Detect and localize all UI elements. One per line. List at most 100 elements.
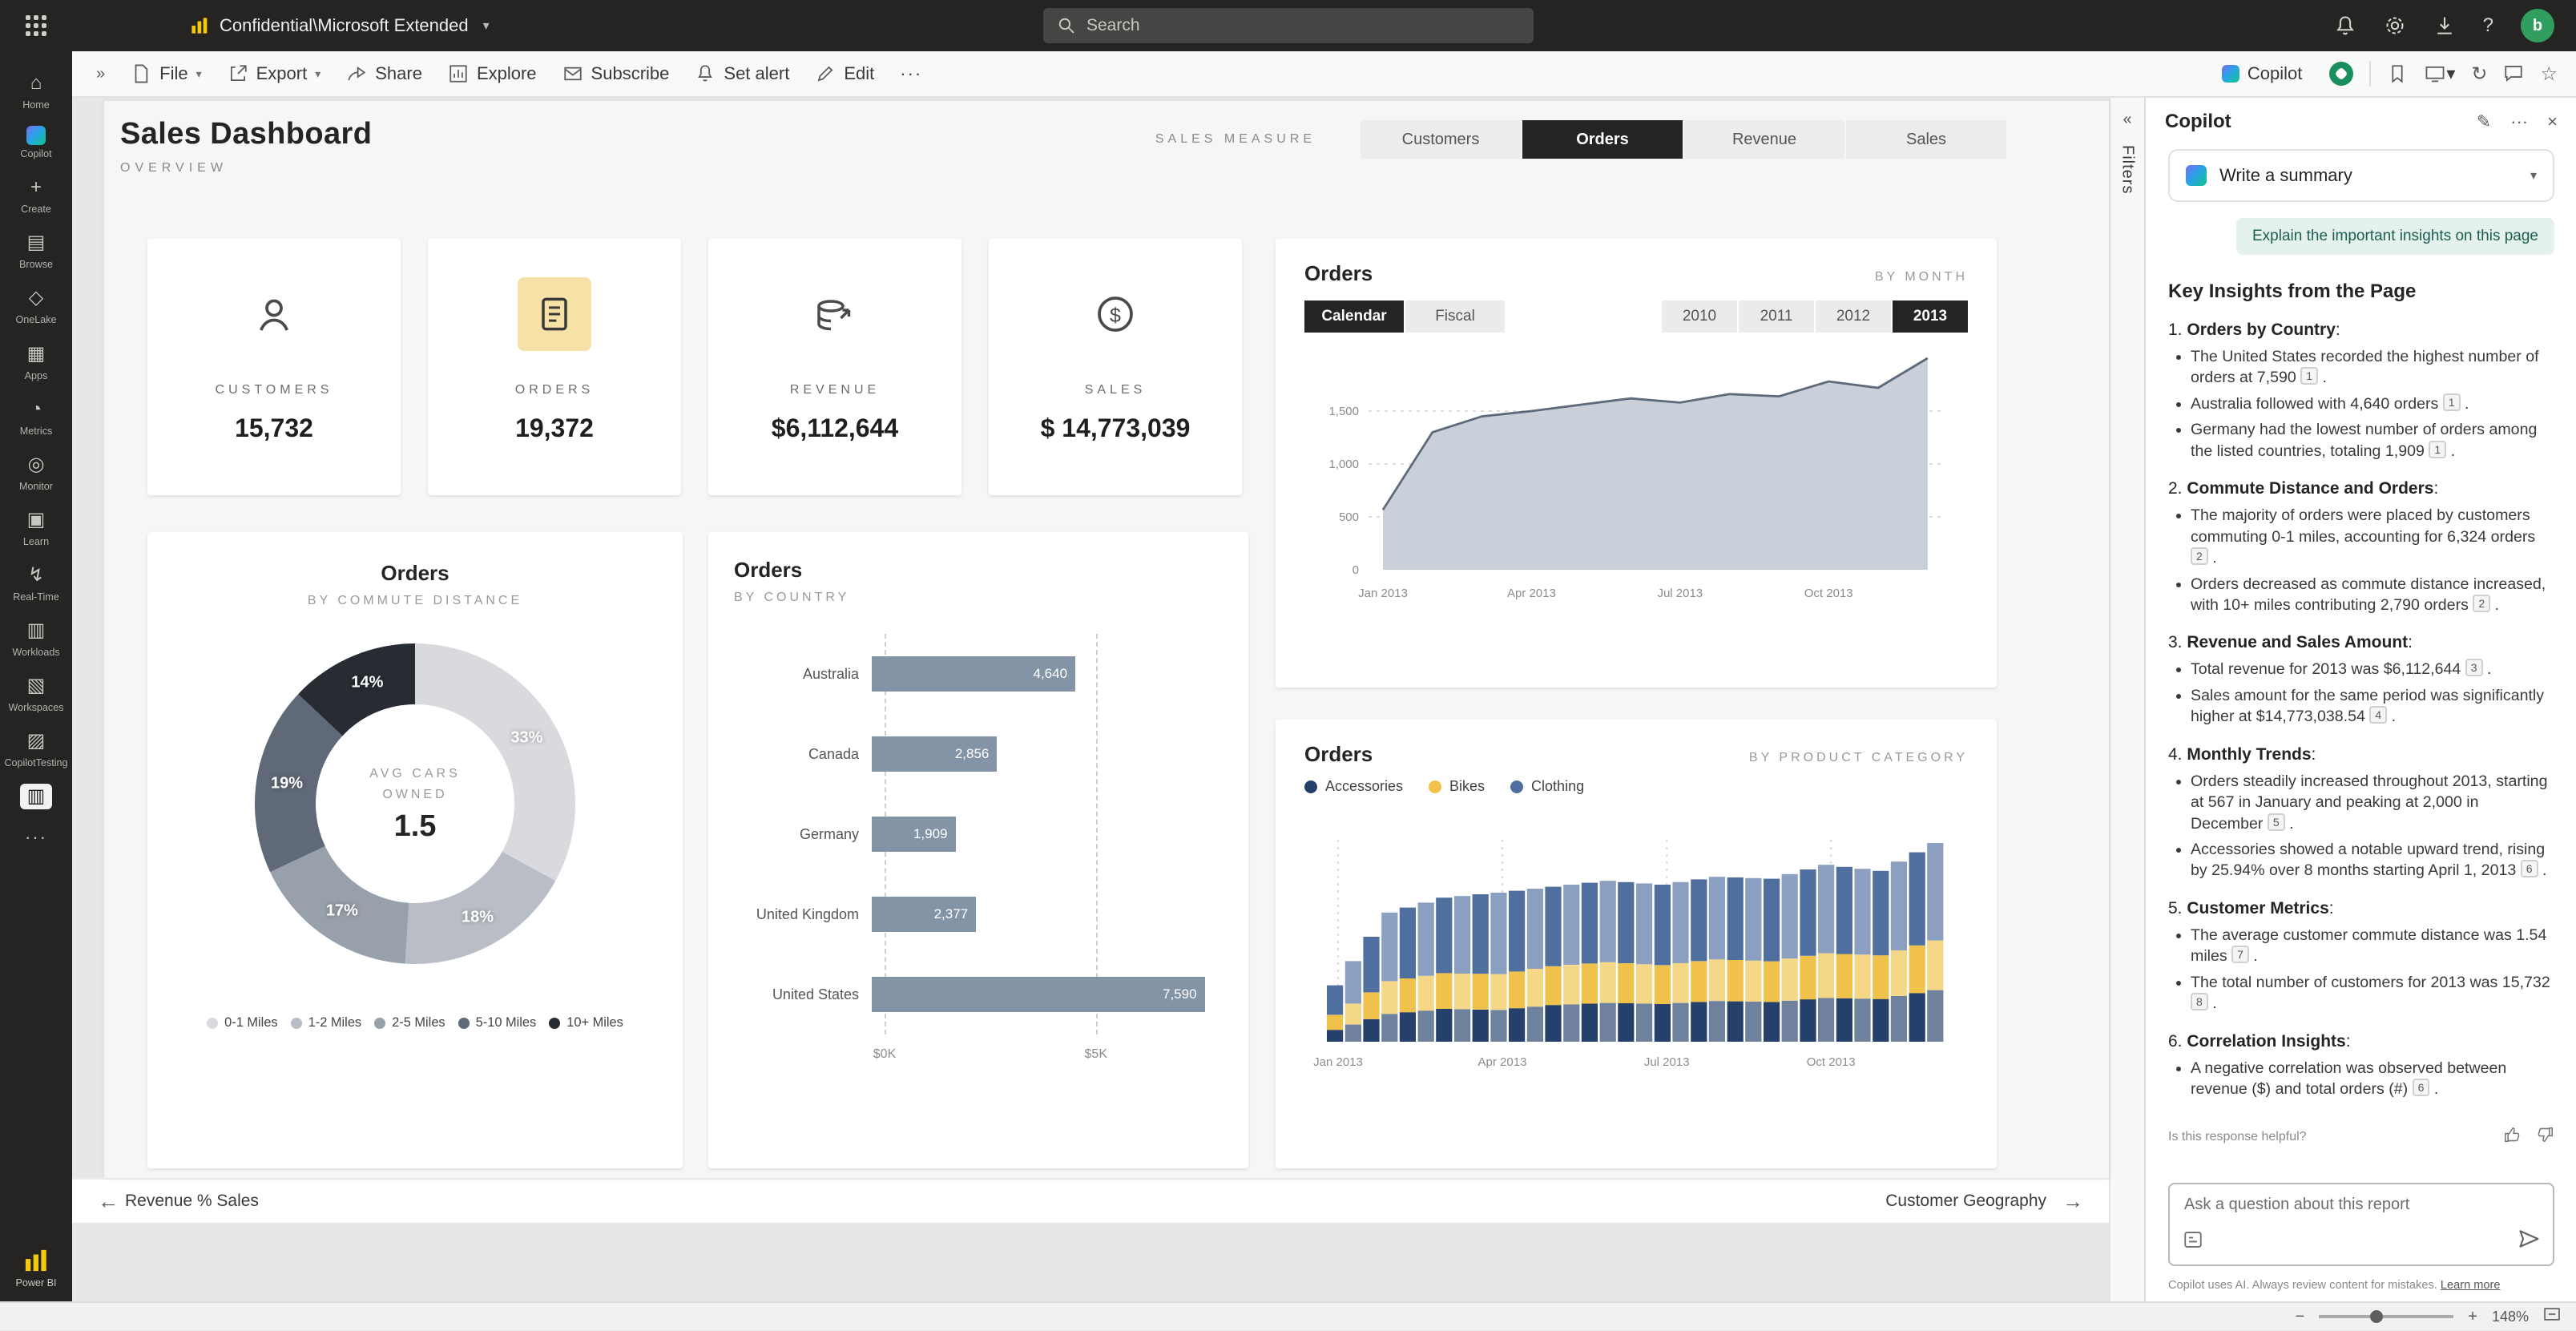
sidebar-item-real-time[interactable]: ↯ Real-Time bbox=[0, 556, 72, 611]
expand-filters-icon[interactable]: « bbox=[2122, 111, 2132, 128]
prev-page-label[interactable]: Revenue % Sales bbox=[125, 1192, 259, 1210]
thumbs-up-icon[interactable] bbox=[2503, 1126, 2521, 1148]
legend-item[interactable]: 1-2 Miles bbox=[290, 1015, 361, 1031]
citation-badge[interactable]: 5 bbox=[2267, 813, 2285, 831]
sidebar-item-workspaces[interactable]: ▧ Workspaces bbox=[0, 667, 72, 722]
measure-tab-orders[interactable]: Orders bbox=[1522, 120, 1683, 159]
comments-icon[interactable] bbox=[2503, 63, 2524, 84]
category-stacked-chart[interactable]: Jan 2013 Apr 2013 Jul 2013 Oct 2013 bbox=[1304, 798, 1968, 1074]
commute-donut-chart[interactable]: AVG CARS OWNED 1.5 33% 18% 17% 19% 14% bbox=[255, 643, 575, 964]
edit-button[interactable]: Edit bbox=[804, 58, 885, 89]
search-input[interactable]: Search bbox=[1043, 8, 1534, 43]
new-chat-icon[interactable]: ✎ bbox=[2476, 111, 2492, 131]
legend-item[interactable]: 5-10 Miles bbox=[458, 1015, 536, 1031]
citation-badge[interactable]: 3 bbox=[2465, 659, 2483, 677]
zoom-in-button[interactable]: + bbox=[2468, 1307, 2477, 1325]
sidebar-item-apps[interactable]: ▦ Apps bbox=[0, 335, 72, 390]
bookmark-icon[interactable] bbox=[2387, 63, 2408, 84]
write-summary-card[interactable]: Write a summary ▾ bbox=[2168, 149, 2554, 202]
zoom-out-button[interactable]: − bbox=[2295, 1307, 2305, 1325]
kpi-card-orders[interactable]: ORDERS 19,372 bbox=[428, 239, 681, 495]
close-icon[interactable]: × bbox=[2547, 111, 2558, 131]
kpi-card-revenue[interactable]: REVENUE $6,112,644 bbox=[708, 239, 961, 495]
legend-item[interactable]: Accessories bbox=[1304, 778, 1403, 795]
year-button-2010[interactable]: 2010 bbox=[1662, 300, 1737, 333]
citation-badge[interactable]: 2 bbox=[2473, 594, 2491, 612]
citation-badge[interactable]: 6 bbox=[2520, 860, 2538, 878]
collapse-pane-icon[interactable]: » bbox=[96, 64, 106, 83]
question-input[interactable]: Ask a question about this report bbox=[2168, 1183, 2554, 1266]
copilot-status-badge[interactable] bbox=[2329, 62, 2354, 86]
kpi-card-customers[interactable]: CUSTOMERS 15,732 bbox=[147, 239, 401, 495]
toggle-fiscal[interactable]: Fiscal bbox=[1405, 300, 1505, 333]
next-page-arrow-icon[interactable]: → bbox=[2062, 1188, 2083, 1213]
settings-gear-icon[interactable] bbox=[2384, 14, 2406, 37]
year-button-2012[interactable]: 2012 bbox=[1816, 300, 1891, 333]
explain-insights-chip[interactable]: Explain the important insights on this p… bbox=[2236, 218, 2554, 255]
sidebar-item-browse[interactable]: ▤ Browse bbox=[0, 224, 72, 279]
export-menu[interactable]: Export ▾ bbox=[216, 58, 333, 89]
citation-badge[interactable]: 1 bbox=[2429, 440, 2447, 458]
bar[interactable]: 7,590 bbox=[872, 977, 1205, 1012]
set-alert-button[interactable]: Set alert bbox=[683, 58, 800, 89]
citation-badge[interactable]: 6 bbox=[2412, 1079, 2430, 1097]
explore-button[interactable]: Explore bbox=[437, 58, 548, 89]
breadcrumb[interactable]: Confidential\Microsoft Extended ▾ bbox=[191, 15, 490, 36]
sidebar-item-active-report[interactable]: ▥ bbox=[0, 777, 72, 821]
legend-item[interactable]: 0-1 Miles bbox=[207, 1015, 278, 1031]
sidebar-item-learn[interactable]: ▣ Learn bbox=[0, 501, 72, 556]
more-options-icon[interactable]: ··· bbox=[2510, 111, 2529, 131]
avatar[interactable]: b bbox=[2521, 9, 2554, 42]
sidebar-item-metrics[interactable]: ◔ Metrics bbox=[0, 390, 72, 446]
citation-badge[interactable]: 4 bbox=[2369, 706, 2388, 724]
help-icon[interactable]: ? bbox=[2482, 14, 2493, 36]
bar[interactable]: 1,909 bbox=[872, 817, 956, 852]
copilot-body[interactable]: Write a summary ▾ Explain the important … bbox=[2146, 146, 2576, 1170]
bar[interactable]: 4,640 bbox=[872, 656, 1076, 692]
legend-item[interactable]: 10+ Miles bbox=[549, 1015, 623, 1031]
sidebar-item-monitor[interactable]: ◎ Monitor bbox=[0, 446, 72, 501]
citation-badge[interactable]: 2 bbox=[2191, 547, 2208, 566]
sidebar-item-workloads[interactable]: ▥ Workloads bbox=[0, 611, 72, 667]
learn-more-link[interactable]: Learn more bbox=[2440, 1279, 2501, 1292]
filters-pane-label[interactable]: Filters bbox=[2118, 145, 2137, 195]
sidebar-item-home[interactable]: ⌂ Home bbox=[0, 64, 72, 119]
next-page-label[interactable]: Customer Geography bbox=[1885, 1192, 2046, 1210]
sidebar-item-create[interactable]: + Create bbox=[0, 168, 72, 224]
notifications-icon[interactable] bbox=[2334, 14, 2356, 37]
citation-badge[interactable]: 7 bbox=[2231, 946, 2249, 964]
more-options-icon[interactable]: ··· bbox=[25, 827, 47, 848]
favorite-star-icon[interactable]: ☆ bbox=[2540, 63, 2558, 85]
year-button-2011[interactable]: 2011 bbox=[1739, 300, 1814, 333]
citation-badge[interactable]: 1 bbox=[2442, 393, 2461, 411]
sidebar-item-copilottesting[interactable]: ▨ CopilotTesting bbox=[0, 722, 72, 777]
citation-badge[interactable]: 8 bbox=[2191, 993, 2208, 1011]
toolbar-more-icon[interactable]: ··· bbox=[900, 63, 923, 83]
legend-item[interactable]: 2-5 Miles bbox=[374, 1015, 445, 1031]
thumbs-down-icon[interactable] bbox=[2537, 1126, 2554, 1148]
measure-tab-customers[interactable]: Customers bbox=[1361, 120, 1521, 159]
legend-item[interactable]: Bikes bbox=[1429, 778, 1485, 795]
year-button-2013[interactable]: 2013 bbox=[1893, 300, 1968, 333]
copilot-button[interactable]: Copilot bbox=[2211, 58, 2313, 89]
sidebar-item-copilot[interactable]: Copilot bbox=[0, 119, 72, 168]
view-mode-dropdown[interactable]: ▾ bbox=[2424, 63, 2455, 84]
legend-item[interactable]: Clothing bbox=[1510, 778, 1584, 795]
refresh-icon[interactable]: ↻ bbox=[2471, 63, 2488, 85]
citation-badge[interactable]: 1 bbox=[2300, 367, 2319, 385]
prev-page-arrow-icon[interactable]: ← bbox=[98, 1188, 119, 1213]
measure-tab-revenue[interactable]: Revenue bbox=[1684, 120, 1844, 159]
fit-to-page-icon[interactable] bbox=[2543, 1305, 2561, 1328]
kpi-card-sales[interactable]: $ SALES $ 14,773,039 bbox=[989, 239, 1242, 495]
send-button[interactable] bbox=[2518, 1228, 2540, 1255]
subscribe-button[interactable]: Subscribe bbox=[551, 58, 681, 89]
bar[interactable]: 2,856 bbox=[872, 736, 998, 772]
file-menu[interactable]: File ▾ bbox=[119, 58, 212, 89]
share-button[interactable]: Share bbox=[335, 58, 433, 89]
zoom-slider-knob[interactable] bbox=[2370, 1310, 2384, 1323]
toggle-calendar[interactable]: Calendar bbox=[1304, 300, 1404, 333]
insert-content-icon[interactable] bbox=[2183, 1229, 2203, 1255]
measure-tab-sales[interactable]: Sales bbox=[1846, 120, 2006, 159]
bar[interactable]: 2,377 bbox=[872, 897, 977, 932]
country-bar-chart[interactable]: Australia 4,640 Canada 2,856 Germany 1,909 Uni… bbox=[734, 634, 1223, 1035]
